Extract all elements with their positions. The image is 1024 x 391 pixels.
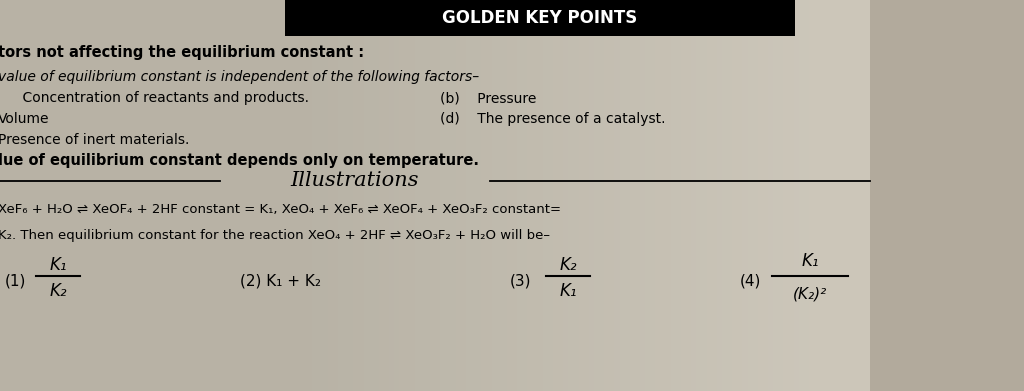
Text: K₁: K₁	[49, 256, 67, 274]
Text: value of equilibrium constant is independent of the following factors–: value of equilibrium constant is indepen…	[0, 70, 479, 84]
Text: XeF₆ + H₂O ⇌ XeOF₄ + 2HF constant = K₁, XeO₄ + XeF₆ ⇌ XeOF₄ + XeO₃F₂ constant=: XeF₆ + H₂O ⇌ XeOF₄ + 2HF constant = K₁, …	[0, 203, 561, 215]
Text: (1): (1)	[5, 273, 27, 289]
Text: (2) K₁ + K₂: (2) K₁ + K₂	[240, 273, 321, 289]
Text: K₁: K₁	[801, 252, 819, 270]
Text: K₂: K₂	[49, 282, 67, 300]
Text: tors not affecting the equilibrium constant :: tors not affecting the equilibrium const…	[0, 45, 365, 61]
Text: (K₂)²: (K₂)²	[793, 287, 827, 301]
Text: Illustrations: Illustrations	[291, 172, 419, 190]
Text: (d)    The presence of a catalyst.: (d) The presence of a catalyst.	[440, 112, 666, 126]
Text: K₁: K₁	[559, 282, 577, 300]
Text: lue of equilibrium constant depends only on temperature.: lue of equilibrium constant depends only…	[0, 154, 479, 169]
Text: (4): (4)	[740, 273, 762, 289]
Bar	[285, 0, 795, 36]
Text: GOLDEN KEY POINTS: GOLDEN KEY POINTS	[442, 9, 638, 27]
Text: Presence of inert materials.: Presence of inert materials.	[0, 133, 189, 147]
Text: (3): (3)	[510, 273, 531, 289]
Text: K₂. Then equilibrium constant for the reaction XeO₄ + 2HF ⇌ XeO₃F₂ + H₂O will be: K₂. Then equilibrium constant for the re…	[0, 230, 550, 242]
Text: Volume: Volume	[0, 112, 49, 126]
Bar	[870, 0, 1024, 391]
Text: Concentration of reactants and products.: Concentration of reactants and products.	[5, 91, 309, 105]
Text: K₂: K₂	[559, 256, 577, 274]
Text: (b)    Pressure: (b) Pressure	[440, 91, 537, 105]
